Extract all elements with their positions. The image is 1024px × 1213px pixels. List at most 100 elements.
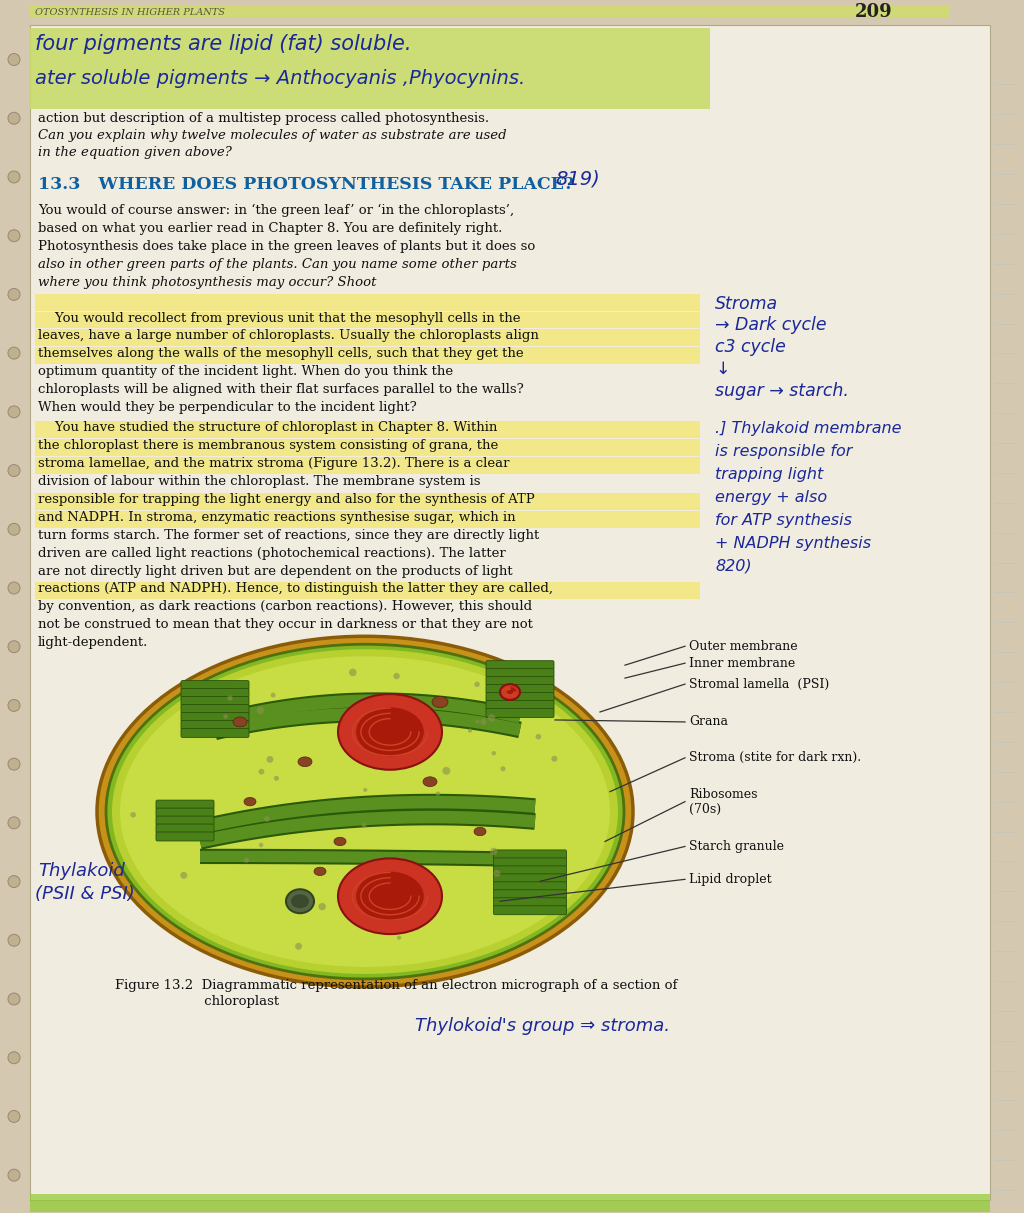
Circle shape (8, 523, 20, 535)
Text: Grana: Grana (689, 716, 728, 729)
FancyBboxPatch shape (35, 511, 700, 528)
Circle shape (492, 751, 496, 756)
Ellipse shape (298, 757, 312, 767)
Ellipse shape (286, 889, 314, 913)
FancyBboxPatch shape (156, 832, 214, 841)
Circle shape (369, 900, 377, 907)
Circle shape (8, 700, 20, 711)
Ellipse shape (432, 696, 449, 707)
Circle shape (501, 767, 506, 771)
Text: action but description of a multistep process called photosynthesis.: action but description of a multistep pr… (38, 113, 489, 125)
Circle shape (8, 640, 20, 653)
FancyBboxPatch shape (486, 708, 554, 717)
Circle shape (8, 1169, 20, 1181)
Text: When would they be perpendicular to the incident light?: When would they be perpendicular to the … (38, 402, 417, 414)
Circle shape (259, 843, 263, 847)
Text: energy + also: energy + also (715, 490, 827, 505)
Circle shape (8, 876, 20, 888)
FancyBboxPatch shape (35, 492, 700, 509)
Circle shape (223, 714, 228, 719)
FancyBboxPatch shape (494, 906, 566, 915)
Text: also in other green parts of the plants. Can you name some other parts: also in other green parts of the plants.… (38, 257, 517, 270)
Text: responsible for trapping the light energy and also for the synthesis of ATP: responsible for trapping the light energ… (38, 492, 535, 506)
Text: Ribosomes
(70s): Ribosomes (70s) (689, 787, 758, 815)
Ellipse shape (334, 837, 346, 845)
Text: You would recollect from previous unit that the mesophyll cells in the: You would recollect from previous unit t… (38, 312, 520, 325)
Text: driven are called light reactions (photochemical reactions). The latter: driven are called light reactions (photo… (38, 547, 506, 559)
Ellipse shape (120, 656, 610, 967)
FancyBboxPatch shape (494, 858, 566, 867)
Circle shape (480, 719, 486, 725)
Circle shape (8, 934, 20, 946)
Text: You would of course answer: in ‘the green leaf’ or ‘in the chloroplasts’,: You would of course answer: in ‘the gree… (38, 204, 514, 217)
Circle shape (264, 816, 269, 822)
Circle shape (244, 858, 249, 862)
FancyBboxPatch shape (181, 689, 249, 697)
FancyBboxPatch shape (30, 28, 710, 109)
Text: ater soluble pigments → Anthocyanis ,Phyocynins.: ater soluble pigments → Anthocyanis ,Phy… (35, 69, 525, 89)
Ellipse shape (97, 637, 633, 987)
Text: division of labour within the chloroplast. The membrane system is: division of labour within the chloroplas… (38, 474, 480, 488)
FancyBboxPatch shape (156, 808, 214, 818)
Text: for ATP synthesis: for ATP synthesis (715, 513, 852, 528)
Text: Figure 13.2  Diagrammatic representation of an electron micrograph of a section : Figure 13.2 Diagrammatic representation … (115, 979, 677, 992)
FancyBboxPatch shape (181, 705, 249, 713)
Text: ↓: ↓ (715, 360, 729, 378)
Text: stroma lamellae, and the matrix stroma (Figure 13.2). There is a clear: stroma lamellae, and the matrix stroma (… (38, 457, 510, 469)
Circle shape (8, 465, 20, 477)
Ellipse shape (423, 776, 437, 786)
Text: four pigments are lipid (fat) soluble.: four pigments are lipid (fat) soluble. (35, 34, 412, 53)
Text: leaves, have a large number of chloroplasts. Usually the chloroplasts align: leaves, have a large number of chloropla… (38, 330, 539, 342)
Circle shape (397, 935, 401, 940)
Ellipse shape (291, 894, 309, 909)
Ellipse shape (338, 694, 442, 770)
Circle shape (487, 714, 496, 722)
Circle shape (442, 767, 451, 775)
Text: Can you explain why twelve molecules of water as substrate are used: Can you explain why twelve molecules of … (38, 130, 507, 142)
FancyBboxPatch shape (156, 816, 214, 825)
FancyBboxPatch shape (30, 24, 990, 1200)
FancyBboxPatch shape (35, 457, 700, 474)
Ellipse shape (356, 872, 424, 921)
Text: based on what you earlier read in Chapter 8. You are definitely right.: based on what you earlier read in Chapte… (38, 222, 503, 235)
Text: Thylokoid's group ⇒ stroma.: Thylokoid's group ⇒ stroma. (415, 1016, 670, 1035)
FancyBboxPatch shape (35, 347, 700, 364)
FancyBboxPatch shape (494, 873, 566, 883)
Circle shape (489, 848, 498, 855)
Circle shape (393, 673, 399, 679)
Circle shape (257, 706, 264, 714)
Circle shape (8, 229, 20, 241)
FancyBboxPatch shape (35, 582, 700, 599)
Text: OTOSYNTHESIS IN HIGHER PLANTS: OTOSYNTHESIS IN HIGHER PLANTS (35, 7, 225, 17)
Text: Lipid droplet: Lipid droplet (689, 873, 772, 885)
Circle shape (8, 289, 20, 301)
Ellipse shape (338, 859, 442, 934)
FancyBboxPatch shape (35, 439, 700, 456)
Text: Thylakoid: Thylakoid (38, 862, 125, 881)
Text: (PSII & PSI): (PSII & PSI) (35, 885, 135, 904)
Text: 13.3   WHERE DOES PHOTOSYNTHESIS TAKE PLACE?: 13.3 WHERE DOES PHOTOSYNTHESIS TAKE PLAC… (38, 176, 574, 193)
Text: Starch granule: Starch granule (689, 839, 784, 853)
Circle shape (494, 870, 501, 877)
Text: reactions (ATP and NADPH). Hence, to distinguish the latter they are called,: reactions (ATP and NADPH). Hence, to dis… (38, 582, 553, 596)
Text: not be construed to mean that they occur in darkness or that they are not: not be construed to mean that they occur… (38, 619, 532, 631)
Circle shape (318, 902, 326, 910)
FancyBboxPatch shape (35, 421, 700, 438)
Text: in the equation given above?: in the equation given above? (38, 146, 231, 159)
Circle shape (414, 753, 420, 759)
Text: Stroma: Stroma (715, 295, 778, 313)
Circle shape (398, 872, 402, 876)
Circle shape (8, 53, 20, 66)
Circle shape (273, 776, 279, 781)
FancyBboxPatch shape (486, 677, 554, 685)
Text: trapping light: trapping light (715, 467, 823, 482)
Circle shape (180, 872, 187, 878)
Circle shape (414, 924, 420, 930)
Circle shape (8, 1052, 20, 1064)
FancyBboxPatch shape (35, 330, 700, 347)
Circle shape (258, 769, 264, 775)
FancyBboxPatch shape (181, 729, 249, 738)
Circle shape (270, 693, 275, 697)
Circle shape (536, 734, 542, 740)
FancyBboxPatch shape (486, 684, 554, 694)
